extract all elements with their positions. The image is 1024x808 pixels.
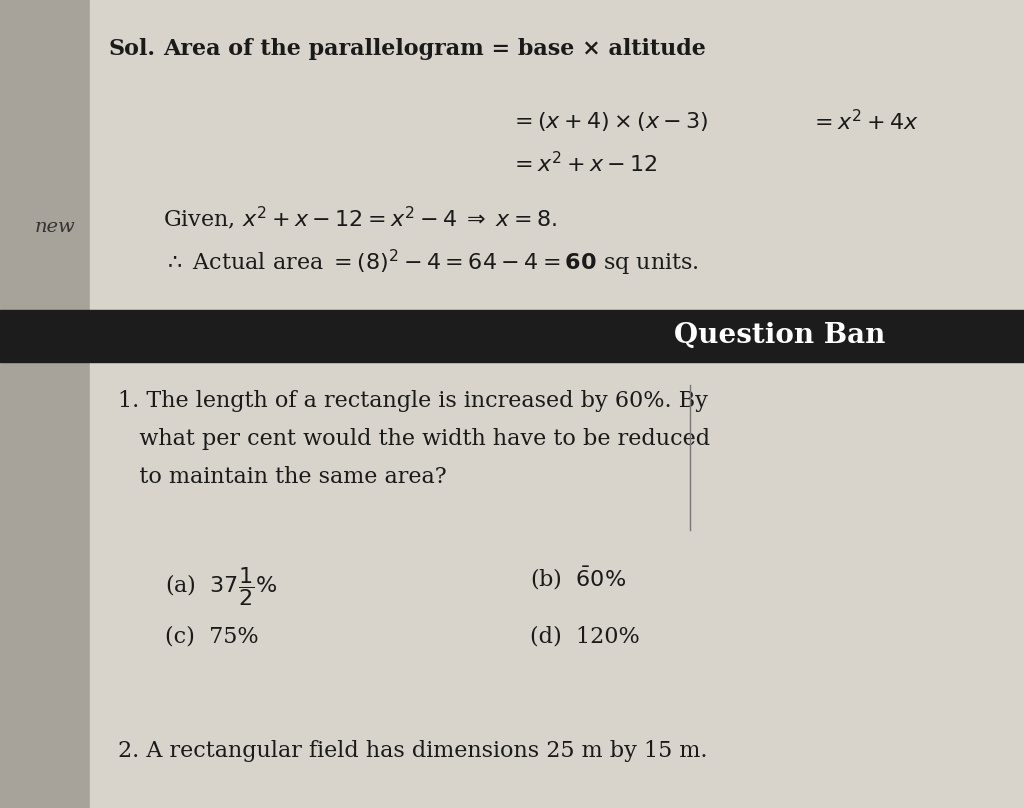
Text: $=x^2+4x$: $=x^2+4x$	[810, 110, 919, 135]
Bar	[0, 0, 90, 808]
Text: $=x^2+x-12$: $=x^2+x-12$	[510, 152, 657, 177]
Bar	[0, 310, 1024, 362]
Text: to maintain the same area?: to maintain the same area?	[118, 466, 446, 488]
Text: Sol.: Sol.	[108, 38, 155, 60]
Text: what per cent would the width have to be reduced: what per cent would the width have to be…	[118, 428, 710, 450]
Text: Given, $x^2+x-12=x^2-4\;\Rightarrow\;x=8.$: Given, $x^2+x-12=x^2-4\;\Rightarrow\;x=8…	[163, 205, 557, 233]
Text: Area of the parallelogram = base × altitude: Area of the parallelogram = base × altit…	[163, 38, 706, 60]
Text: $\therefore$ Actual area $=(8)^2-4=64-4=\mathbf{60}$ sq units.: $\therefore$ Actual area $=(8)^2-4=64-4=…	[163, 248, 699, 278]
Text: Question Ban: Question Ban	[675, 322, 886, 350]
Text: (c)  75%: (c) 75%	[165, 625, 259, 647]
Text: (b)  $\bar{6}0\%$: (b) $\bar{6}0\%$	[530, 565, 626, 592]
Text: $=(x+4)\times(x-3)$: $=(x+4)\times(x-3)$	[510, 110, 709, 133]
Text: 2. A rectangular field has dimensions 25 m by 15 m.: 2. A rectangular field has dimensions 25…	[118, 740, 708, 762]
Text: (d)  120%: (d) 120%	[530, 625, 640, 647]
Text: (a)  $37\dfrac{1}{2}\%$: (a) $37\dfrac{1}{2}\%$	[165, 565, 278, 608]
Text: new: new	[35, 218, 76, 236]
Text: 1. The length of a rectangle is increased by 60%. By: 1. The length of a rectangle is increase…	[118, 390, 708, 412]
